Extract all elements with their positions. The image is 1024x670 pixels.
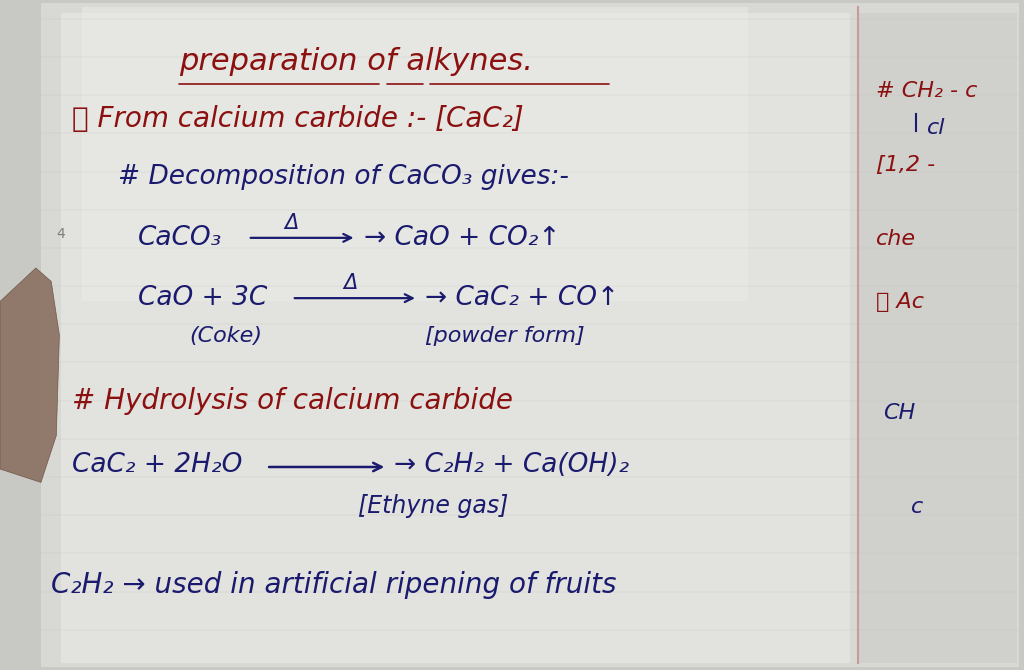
Text: che: che	[876, 228, 915, 249]
Text: # CH₂ - c: # CH₂ - c	[876, 81, 977, 101]
Text: c: c	[911, 496, 924, 517]
Text: → CaC₂ + CO↑: → CaC₂ + CO↑	[425, 285, 620, 311]
Text: ⓘ Ac: ⓘ Ac	[876, 292, 924, 312]
Text: preparation of alkynes.: preparation of alkynes.	[179, 48, 534, 76]
Text: [1,2 -: [1,2 -	[876, 155, 935, 175]
Text: CaCO₃: CaCO₃	[138, 224, 222, 251]
FancyBboxPatch shape	[858, 13, 1017, 663]
Text: [Ethyne gas]: [Ethyne gas]	[358, 494, 509, 517]
Text: Δ: Δ	[343, 273, 357, 293]
FancyBboxPatch shape	[61, 13, 850, 663]
Text: Δ: Δ	[285, 213, 299, 233]
Text: → C₂H₂ + Ca(OH)₂: → C₂H₂ + Ca(OH)₂	[394, 452, 630, 478]
Text: # Hydrolysis of calcium carbide: # Hydrolysis of calcium carbide	[72, 387, 513, 415]
Text: 4: 4	[56, 227, 66, 241]
Text: ⓘ From calcium carbide :- [CaC₂]: ⓘ From calcium carbide :- [CaC₂]	[72, 105, 523, 133]
Polygon shape	[0, 268, 59, 482]
Text: C₂H₂ → used in artificial ripening of fruits: C₂H₂ → used in artificial ripening of fr…	[51, 571, 616, 599]
Text: (Coke): (Coke)	[189, 326, 262, 346]
Text: CH: CH	[883, 403, 914, 423]
Text: [powder form]: [powder form]	[425, 326, 585, 346]
FancyBboxPatch shape	[41, 3, 1019, 667]
Text: # Decomposition of CaCO₃ gives:-: # Decomposition of CaCO₃ gives:-	[118, 164, 568, 190]
Text: cl: cl	[927, 118, 945, 138]
Text: CaO + 3C: CaO + 3C	[138, 285, 267, 311]
Text: → CaO + CO₂↑: → CaO + CO₂↑	[364, 224, 560, 251]
Text: CaC₂ + 2H₂O: CaC₂ + 2H₂O	[72, 452, 242, 478]
FancyBboxPatch shape	[82, 7, 748, 302]
